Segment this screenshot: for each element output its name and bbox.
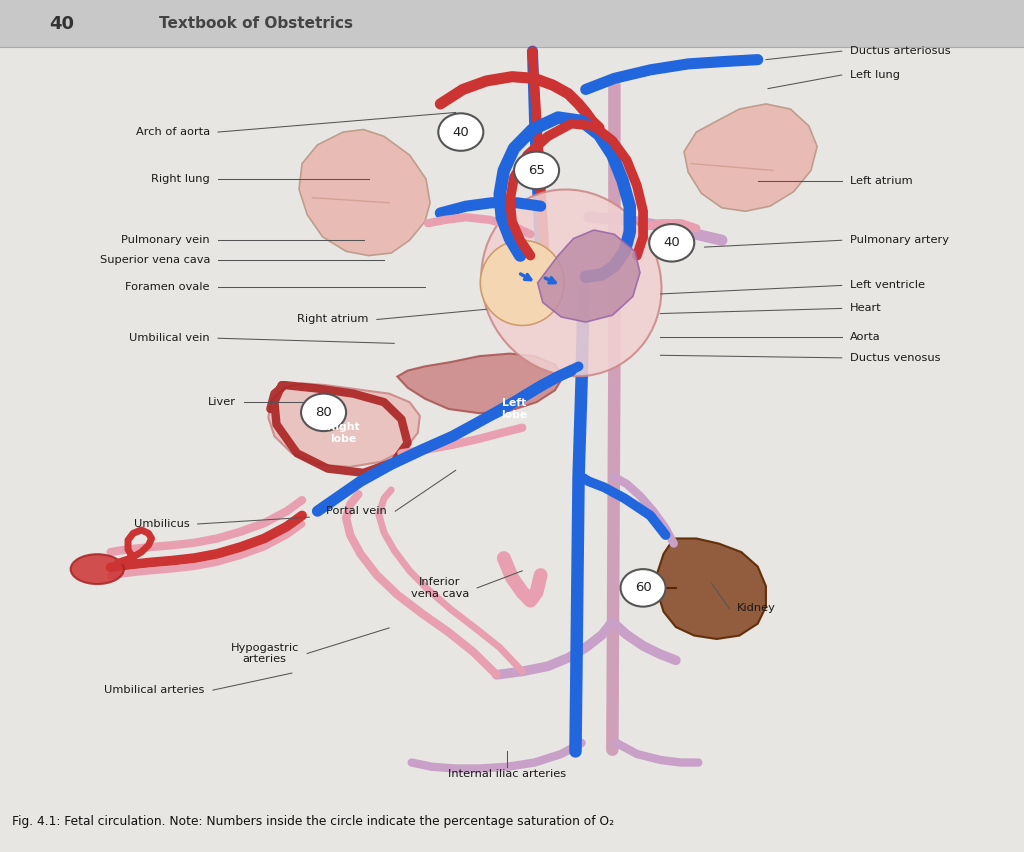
- FancyBboxPatch shape: [0, 47, 1024, 852]
- Text: Left atrium: Left atrium: [850, 176, 912, 186]
- Text: Right atrium: Right atrium: [297, 314, 369, 325]
- Text: Umbilical vein: Umbilical vein: [129, 333, 210, 343]
- Text: Liver: Liver: [208, 397, 236, 407]
- Text: Internal iliac arteries: Internal iliac arteries: [447, 769, 566, 779]
- Text: Left ventricle: Left ventricle: [850, 280, 925, 291]
- Text: Kidney: Kidney: [737, 603, 776, 613]
- Text: 65: 65: [528, 164, 545, 177]
- Circle shape: [621, 569, 666, 607]
- Text: Foramen ovale: Foramen ovale: [125, 282, 210, 292]
- Text: Hypogastric
arteries: Hypogastric arteries: [230, 642, 299, 665]
- Text: Heart: Heart: [850, 303, 882, 314]
- Text: Right
lobe: Right lobe: [327, 422, 359, 444]
- Ellipse shape: [481, 189, 662, 377]
- Text: Ductus venosus: Ductus venosus: [850, 353, 940, 363]
- Ellipse shape: [71, 554, 124, 584]
- Text: Superior vena cava: Superior vena cava: [99, 255, 210, 265]
- Text: Umbilical arteries: Umbilical arteries: [104, 685, 205, 695]
- FancyBboxPatch shape: [0, 0, 1024, 47]
- Text: Pulmonary artery: Pulmonary artery: [850, 235, 949, 245]
- Text: Aorta: Aorta: [850, 331, 881, 342]
- Polygon shape: [538, 230, 640, 322]
- Circle shape: [514, 152, 559, 189]
- Text: Portal vein: Portal vein: [327, 506, 387, 516]
- Circle shape: [649, 224, 694, 262]
- Polygon shape: [299, 130, 430, 256]
- Text: 40: 40: [453, 125, 469, 139]
- Circle shape: [301, 394, 346, 431]
- Text: 40: 40: [664, 236, 680, 250]
- Polygon shape: [684, 104, 817, 211]
- Text: Left
lobe: Left lobe: [501, 398, 527, 420]
- Polygon shape: [397, 354, 563, 413]
- Polygon shape: [268, 383, 420, 467]
- Circle shape: [438, 113, 483, 151]
- Text: Ductus arteriosus: Ductus arteriosus: [850, 46, 950, 56]
- Polygon shape: [657, 538, 766, 639]
- Text: Umbilicus: Umbilicus: [134, 519, 189, 529]
- Text: 60: 60: [635, 581, 651, 595]
- Text: Inferior
vena cava: Inferior vena cava: [411, 577, 469, 599]
- Text: Textbook of Obstetrics: Textbook of Obstetrics: [159, 16, 352, 32]
- Text: Arch of aorta: Arch of aorta: [136, 127, 210, 137]
- Ellipse shape: [480, 240, 564, 325]
- Text: Pulmonary vein: Pulmonary vein: [121, 235, 210, 245]
- Text: Right lung: Right lung: [152, 174, 210, 184]
- Text: Left lung: Left lung: [850, 70, 900, 80]
- Text: Fig. 4.1: Fetal circulation. Note: Numbers inside the circle indicate the percen: Fig. 4.1: Fetal circulation. Note: Numbe…: [12, 815, 614, 828]
- Text: 40: 40: [49, 14, 74, 33]
- Text: 80: 80: [315, 406, 332, 419]
